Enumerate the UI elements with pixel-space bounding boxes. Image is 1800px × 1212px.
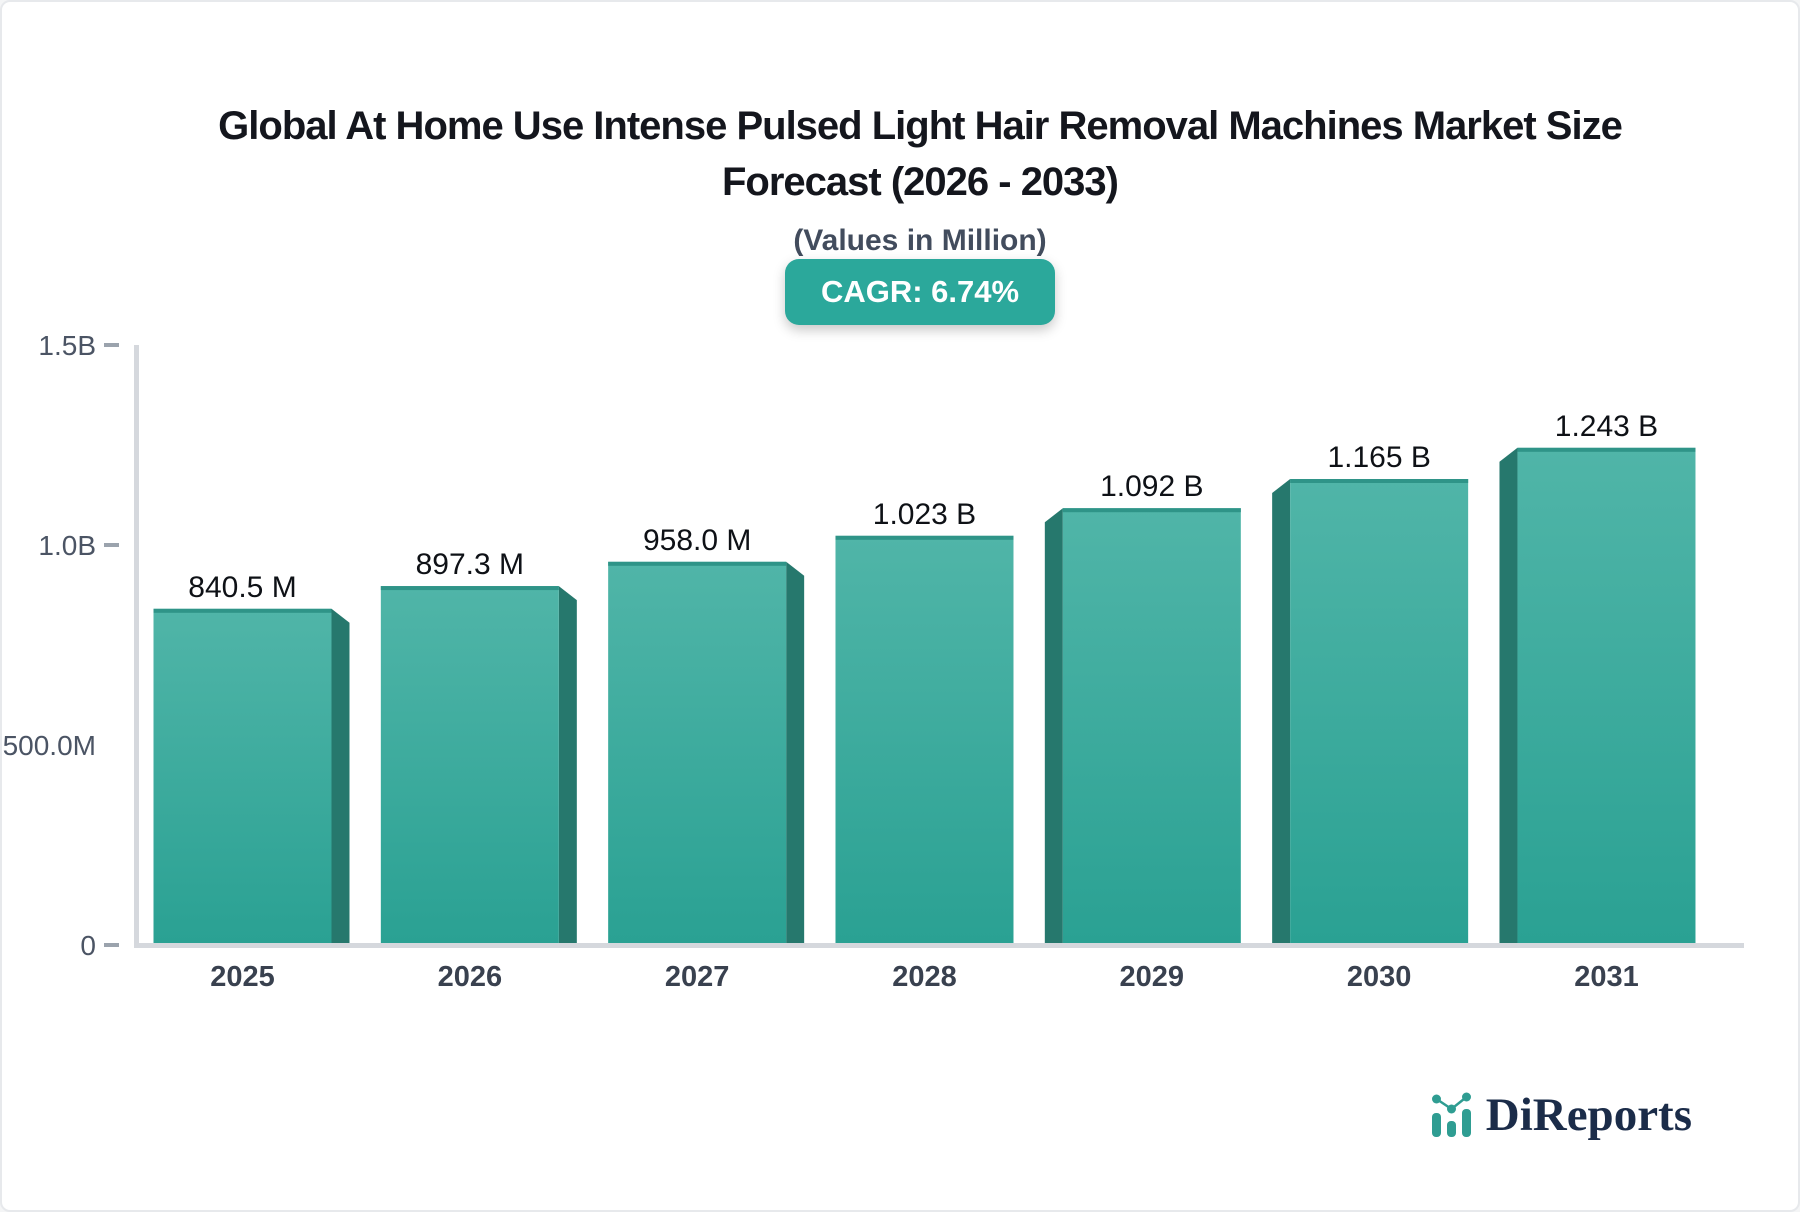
bar-value-label: 897.3 M <box>416 548 524 581</box>
x-axis-category-label: 2031 <box>1574 961 1639 993</box>
y-axis-line <box>134 345 139 948</box>
bar-top-edge <box>1062 508 1241 513</box>
bar-top-edge <box>380 586 559 591</box>
bar <box>1517 447 1696 943</box>
x-axis-category-label: 2025 <box>210 961 275 993</box>
bar-side-panel <box>558 586 577 943</box>
x-axis-category-label: 2027 <box>665 961 730 993</box>
bar-value-label: 958.0 M <box>643 524 751 557</box>
x-axis-category-label: 2028 <box>892 961 957 993</box>
bar <box>153 608 332 943</box>
bar <box>835 535 1014 943</box>
y-tick-label: 0 <box>80 930 96 961</box>
y-tick-dash <box>104 343 119 347</box>
cagr-badge: CAGR: 6.74% <box>784 259 1056 325</box>
chart-title-line2: Forecast (2026 - 2033) <box>721 160 1119 204</box>
bar-top-edge <box>1290 479 1469 483</box>
x-axis-category-label: 2026 <box>438 961 503 993</box>
bar-top-edge <box>153 608 332 613</box>
bar-value-label: 1.092 B <box>1100 470 1203 503</box>
bar-top-edge <box>1517 447 1696 452</box>
y-tick-label: 1.5B <box>38 330 96 361</box>
y-tick-label: 1.0B <box>38 530 96 561</box>
bar-value-label: 1.165 B <box>1327 441 1430 474</box>
bar-value-label: 840.5 M <box>188 571 296 604</box>
y-tick-label: 500.0M <box>3 730 96 761</box>
y-tick-dash <box>104 543 119 547</box>
bar <box>608 561 787 943</box>
cagr-badge-container: CAGR: 6.74% <box>42 259 1798 325</box>
bar-top-edge <box>835 535 1014 540</box>
bar-side-panel <box>1272 479 1291 943</box>
bar-top-edge <box>608 561 787 566</box>
bar-value-label: 1.023 B <box>873 498 976 531</box>
bar-value-label: 1.243 B <box>1555 410 1658 443</box>
logo-bar-chart-icon <box>1431 1092 1471 1137</box>
x-axis-category-label: 2030 <box>1347 961 1412 993</box>
bar-side-panel <box>331 608 350 943</box>
direports-logo: DiReports <box>1430 1088 1692 1142</box>
chart-subtitle: (Values in Million) <box>793 224 1047 257</box>
logo-wordmark: DiReports <box>1485 1089 1692 1141</box>
bar <box>1062 508 1241 943</box>
x-axis-category-label: 2029 <box>1120 961 1185 993</box>
bar <box>1290 479 1469 943</box>
bar-side-panel <box>1499 447 1518 943</box>
bar <box>380 586 559 943</box>
bar-side-panel <box>1044 508 1063 943</box>
x-axis-line <box>134 943 1744 948</box>
chart-title-line1: Global At Home Use Intense Pulsed Light … <box>218 104 1623 148</box>
y-tick-dash <box>104 943 119 947</box>
bar-side-panel <box>786 561 805 943</box>
